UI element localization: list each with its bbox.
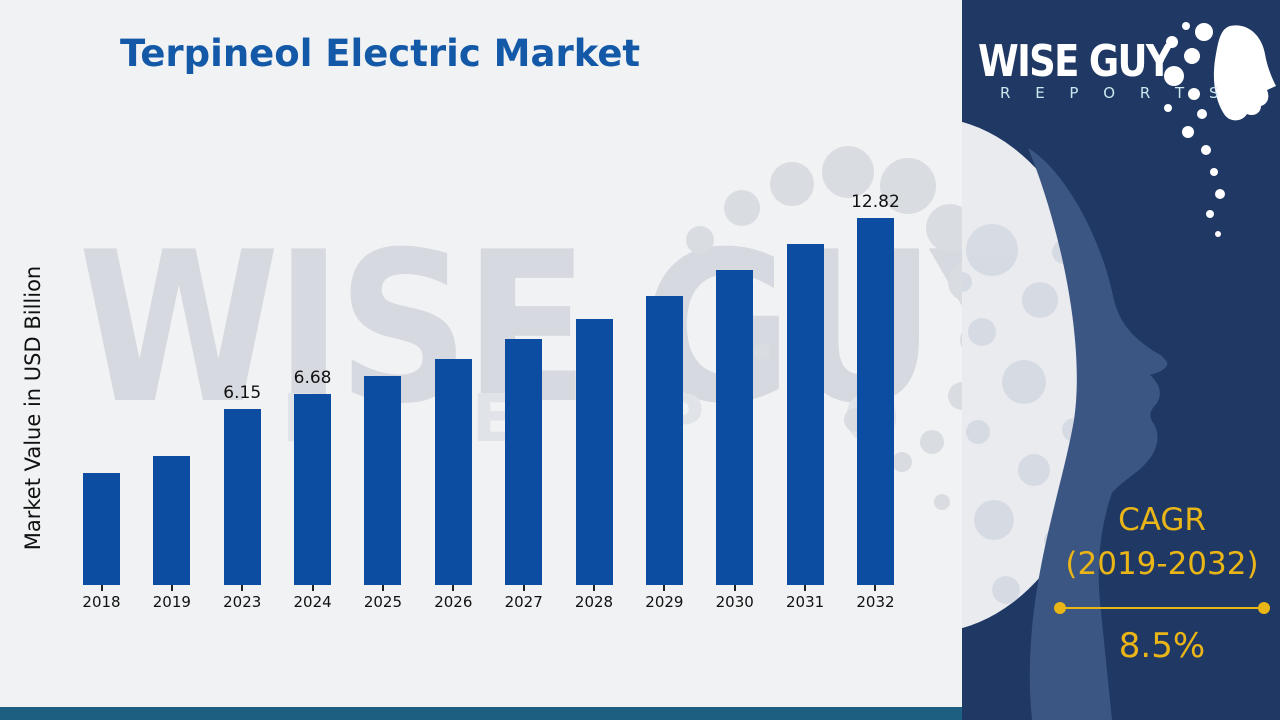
x-tick-2030 [733, 585, 736, 591]
value-label-2024: 6.68 [293, 367, 332, 388]
bar-2032 [856, 218, 894, 585]
x-tick-2018 [100, 585, 103, 591]
x-tick-2027 [522, 585, 525, 591]
x-label-2028: 2028 [574, 593, 614, 611]
x-label-2018: 2018 [82, 593, 121, 611]
x-tick-2019 [170, 585, 173, 591]
chart-title: Terpineol Electric Market [120, 32, 641, 75]
head-silhouette-graphic [962, 22, 1276, 720]
x-label-2025: 2025 [363, 593, 403, 611]
divider-dot-right [1258, 602, 1270, 614]
bar-2019 [153, 456, 191, 585]
x-label-2026: 2026 [434, 593, 473, 611]
x-label-2029: 2029 [645, 593, 684, 611]
x-tick-2025 [381, 585, 384, 591]
x-tick-2029 [663, 585, 666, 591]
bar-2027 [505, 338, 543, 585]
bar-2030 [716, 270, 754, 585]
x-label-2032: 2032 [856, 593, 895, 611]
cagr-period: (2019-2032) [1065, 546, 1259, 582]
value-label-2023: 6.15 [223, 382, 262, 403]
bar-2026 [434, 358, 472, 585]
footer-accent-strip [0, 707, 962, 720]
cagr-block: CAGR (2019-2032) 8.5% [1054, 502, 1270, 666]
cagr-value: 8.5% [1118, 626, 1206, 666]
y-axis-label: Market Value in USD Billion [21, 265, 45, 551]
bar-2023 [223, 408, 261, 585]
x-tick-2026 [452, 585, 455, 591]
x-label-2024: 2024 [293, 593, 332, 611]
brand-sidebar: WISE GUY R E P O R T S CAGR (2019-2032) … [962, 0, 1280, 720]
bar-2025 [364, 376, 402, 585]
x-label-2023: 2023 [223, 593, 262, 611]
cagr-divider-line [1054, 602, 1270, 614]
bar-2018 [83, 473, 120, 585]
x-label-2030: 2030 [715, 593, 754, 611]
x-tick-2023 [241, 585, 244, 591]
value-label-2032: 12.82 [851, 192, 900, 213]
bar-2024 [294, 393, 332, 585]
x-tick-2028 [593, 585, 596, 591]
x-label-2019: 2019 [152, 593, 191, 611]
x-label-2027: 2027 [504, 593, 543, 611]
bar-chart: 2018 2019 2023 6.15 2024 6.68 2025 2026 2027 2028… [82, 192, 900, 611]
x-label-2031: 2031 [786, 593, 825, 611]
brand-name: WISE GUY [978, 36, 1173, 87]
bar-2028 [575, 318, 613, 585]
x-tick-2031 [804, 585, 807, 591]
cagr-label: CAGR [1118, 502, 1206, 538]
x-tick-2024 [311, 585, 314, 591]
bar-2031 [786, 244, 824, 585]
x-tick-2032 [874, 585, 877, 591]
divider-dot-left [1054, 602, 1066, 614]
bar-2029 [645, 295, 683, 585]
divider-rule [1062, 607, 1262, 609]
brand-subtitle: R E P O R T S [1000, 84, 1229, 102]
